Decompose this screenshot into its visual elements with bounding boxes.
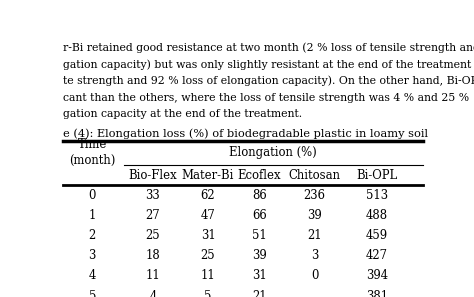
Text: 0: 0: [311, 269, 318, 282]
Text: 21: 21: [252, 290, 267, 297]
Text: Elongation (%): Elongation (%): [229, 146, 317, 159]
Text: Bi-OPL: Bi-OPL: [356, 169, 398, 182]
Text: Time
(month): Time (month): [69, 138, 116, 167]
Text: 5: 5: [204, 290, 212, 297]
Text: 18: 18: [146, 249, 160, 262]
Text: 394: 394: [366, 269, 388, 282]
Text: Bio-Flex: Bio-Flex: [128, 169, 177, 182]
Text: 31: 31: [201, 229, 215, 242]
Text: 488: 488: [366, 209, 388, 222]
Text: e (4): Elongation loss (%) of biodegradable plastic in loamy soil: e (4): Elongation loss (%) of biodegrada…: [63, 128, 428, 139]
Text: 0: 0: [89, 189, 96, 202]
Text: 39: 39: [252, 249, 267, 262]
Text: 21: 21: [307, 229, 322, 242]
Text: Chitosan: Chitosan: [289, 169, 340, 182]
Text: 459: 459: [366, 229, 388, 242]
Text: 25: 25: [201, 249, 215, 262]
Text: Mater-Bi: Mater-Bi: [182, 169, 234, 182]
Text: 33: 33: [146, 189, 160, 202]
Text: 4: 4: [149, 290, 156, 297]
Text: 66: 66: [252, 209, 267, 222]
Text: 25: 25: [146, 229, 160, 242]
Text: Ecoflex: Ecoflex: [237, 169, 281, 182]
Text: 2: 2: [89, 229, 96, 242]
Text: r-Bi retained good resistance at two month (2 % loss of tensile strength and 50 : r-Bi retained good resistance at two mon…: [63, 42, 474, 53]
Text: 11: 11: [146, 269, 160, 282]
Text: 4: 4: [89, 269, 96, 282]
Text: 47: 47: [201, 209, 215, 222]
Text: 3: 3: [311, 249, 318, 262]
Text: 513: 513: [366, 189, 388, 202]
Text: gation capacity) but was only slightly resistant at the end of the treatment (89: gation capacity) but was only slightly r…: [63, 59, 474, 70]
Text: 27: 27: [146, 209, 160, 222]
Text: cant than the others, where the loss of tensile strength was 4 % and 25 %: cant than the others, where the loss of …: [63, 93, 469, 102]
Text: te strength and 92 % loss of elongation capacity). On the other hand, Bi-OPL wa: te strength and 92 % loss of elongation …: [63, 76, 474, 86]
Text: 381: 381: [366, 290, 388, 297]
Text: gation capacity at the end of the treatment.: gation capacity at the end of the treatm…: [63, 109, 302, 119]
Text: 11: 11: [201, 269, 215, 282]
Text: 3: 3: [89, 249, 96, 262]
Text: 51: 51: [252, 229, 267, 242]
Text: 62: 62: [201, 189, 215, 202]
Text: 5: 5: [89, 290, 96, 297]
Text: 86: 86: [252, 189, 267, 202]
Text: 31: 31: [252, 269, 267, 282]
Text: 39: 39: [307, 209, 322, 222]
Text: 236: 236: [303, 189, 326, 202]
Text: 1: 1: [89, 209, 96, 222]
Text: 427: 427: [366, 249, 388, 262]
